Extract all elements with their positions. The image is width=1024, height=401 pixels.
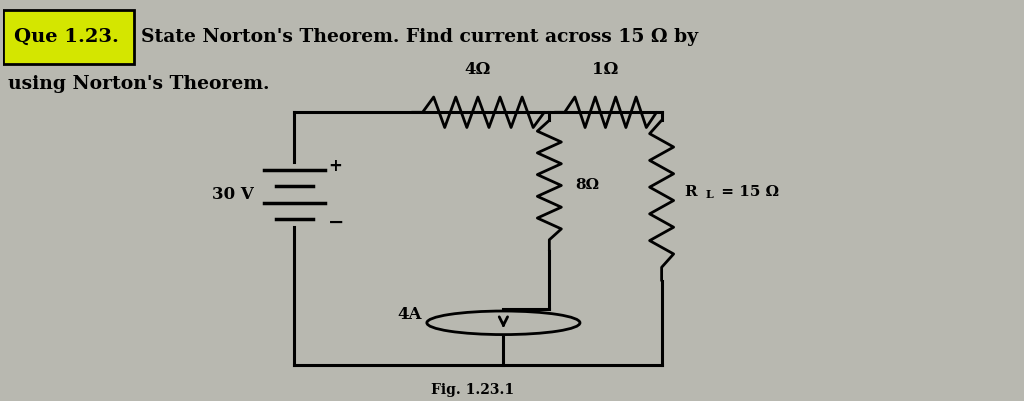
Text: 4A: 4A	[397, 306, 422, 323]
Text: L: L	[706, 189, 714, 200]
Text: State Norton's Theorem. Find current across 15 Ω by: State Norton's Theorem. Find current acr…	[141, 28, 698, 46]
Text: Fig. 1.23.1: Fig. 1.23.1	[431, 383, 514, 397]
Text: 1Ω: 1Ω	[592, 61, 618, 78]
Text: 4Ω: 4Ω	[465, 61, 492, 78]
Text: = 15 Ω: = 15 Ω	[716, 186, 778, 199]
Text: using Norton's Theorem.: using Norton's Theorem.	[8, 75, 270, 93]
FancyBboxPatch shape	[3, 10, 134, 64]
Text: +: +	[328, 158, 342, 175]
Text: R: R	[684, 186, 696, 199]
Text: Que 1.23.: Que 1.23.	[14, 28, 119, 46]
Text: −: −	[328, 213, 344, 232]
Text: 8Ω: 8Ω	[574, 178, 599, 192]
Text: 30 V: 30 V	[212, 186, 253, 203]
